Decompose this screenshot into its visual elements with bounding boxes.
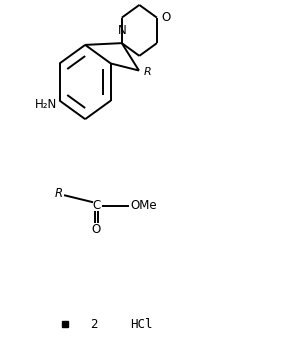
Text: 2: 2: [90, 318, 97, 331]
Text: N: N: [118, 24, 127, 37]
Text: HCl: HCl: [130, 318, 153, 331]
Text: H₂N: H₂N: [35, 98, 57, 111]
Text: O: O: [92, 223, 101, 236]
Text: C: C: [92, 199, 100, 212]
Text: R: R: [55, 187, 63, 200]
Text: O: O: [161, 11, 170, 24]
Text: OMe: OMe: [130, 199, 157, 212]
Text: R: R: [144, 67, 152, 77]
